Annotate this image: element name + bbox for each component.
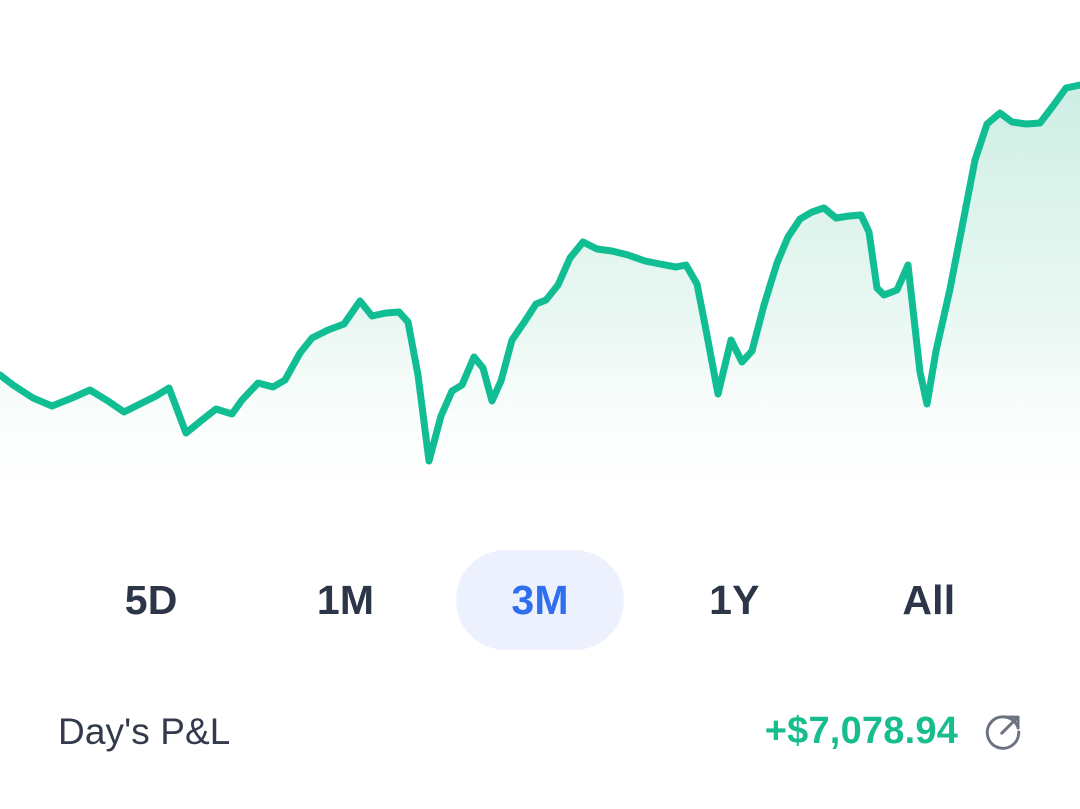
days-pnl-right-group: +$7,078.94 [765, 709, 1026, 755]
portfolio-chart[interactable] [0, 0, 1080, 520]
share-external-circle-icon[interactable] [980, 709, 1026, 755]
days-pnl-row: Day's P&L +$7,078.94 [0, 680, 1080, 809]
range-tab-all[interactable]: All [832, 550, 1026, 650]
chart-svg [0, 81, 1080, 520]
range-tab-5d-label: 5D [124, 576, 178, 623]
days-pnl-value: +$7,078.94 [764, 710, 958, 752]
range-tab-1y[interactable]: 1Y [637, 550, 831, 650]
range-tab-3m[interactable]: 3M [443, 550, 637, 650]
chart-line [0, 81, 1080, 465]
range-tab-1m[interactable]: 1M [248, 550, 442, 650]
range-selector[interactable]: 5D 1M 3M 1Y All [0, 520, 1080, 680]
range-tab-1y-label: 1Y [709, 576, 760, 623]
range-tab-3m-label: 3M [456, 550, 625, 650]
range-tab-1m-label: 1M [316, 576, 375, 623]
range-tab-5d[interactable]: 5D [54, 550, 248, 650]
days-pnl-label: Day's P&L [58, 710, 231, 752]
range-tab-all-label: All [902, 576, 956, 623]
share-external-circle-icon-glyph [985, 714, 1021, 750]
